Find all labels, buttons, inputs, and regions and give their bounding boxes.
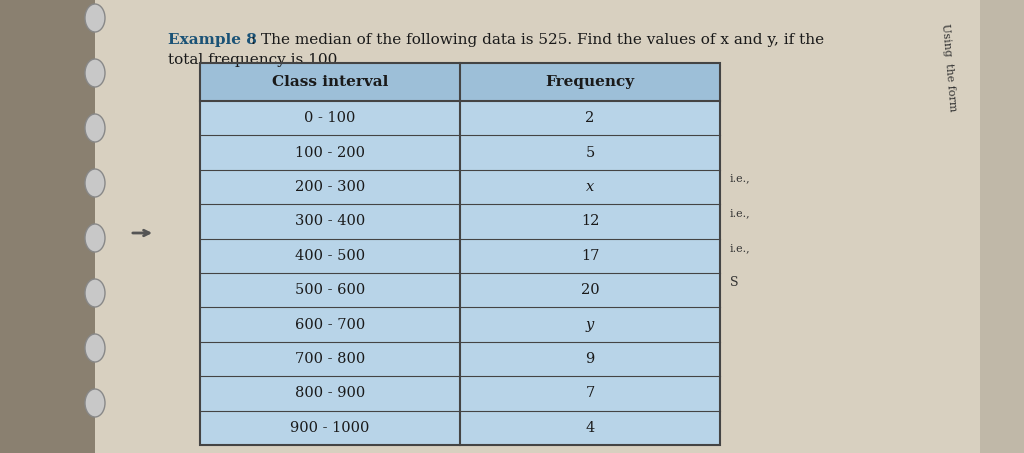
Text: 0 - 100: 0 - 100: [304, 111, 355, 125]
Text: 200 - 300: 200 - 300: [295, 180, 366, 194]
Text: x: x: [586, 180, 594, 194]
Ellipse shape: [85, 169, 105, 197]
Text: 600 - 700: 600 - 700: [295, 318, 366, 332]
Bar: [0, 0, 95, 453]
Text: i.e.,: i.e.,: [730, 173, 751, 183]
Text: i.e.,: i.e.,: [730, 243, 751, 253]
Text: 4: 4: [586, 421, 595, 435]
Bar: [95, 0, 155, 453]
Text: 900 - 1000: 900 - 1000: [291, 421, 370, 435]
Text: 400 - 500: 400 - 500: [295, 249, 366, 263]
Text: Using  the form: Using the form: [940, 23, 957, 112]
Text: i.e.,: i.e.,: [730, 208, 751, 218]
Ellipse shape: [85, 224, 105, 252]
Text: 100 - 200: 100 - 200: [295, 145, 365, 159]
Text: 12: 12: [581, 214, 599, 228]
Text: 700 - 800: 700 - 800: [295, 352, 366, 366]
Text: Class interval: Class interval: [271, 75, 388, 89]
Text: 20: 20: [581, 283, 599, 297]
Text: y: y: [586, 318, 594, 332]
Text: 7: 7: [586, 386, 595, 400]
Ellipse shape: [85, 334, 105, 362]
Text: 300 - 400: 300 - 400: [295, 214, 366, 228]
Ellipse shape: [85, 279, 105, 307]
Ellipse shape: [85, 114, 105, 142]
Text: : The median of the following data is 525. Find the values of x and y, if the: : The median of the following data is 52…: [246, 33, 824, 47]
Text: 9: 9: [586, 352, 595, 366]
Text: 500 - 600: 500 - 600: [295, 283, 366, 297]
Text: Frequency: Frequency: [546, 75, 635, 89]
Ellipse shape: [85, 389, 105, 417]
Bar: [200, 63, 720, 101]
Bar: [200, 101, 720, 445]
Ellipse shape: [85, 4, 105, 32]
Text: 800 - 900: 800 - 900: [295, 386, 366, 400]
Text: S: S: [730, 276, 738, 289]
Text: Example 8: Example 8: [168, 33, 257, 47]
Bar: [980, 0, 1024, 453]
Text: 2: 2: [586, 111, 595, 125]
Ellipse shape: [85, 59, 105, 87]
Bar: [200, 63, 720, 445]
Bar: [95, 0, 980, 453]
Text: 5: 5: [586, 145, 595, 159]
Text: 17: 17: [581, 249, 599, 263]
Text: total frequency is 100.: total frequency is 100.: [168, 53, 342, 67]
